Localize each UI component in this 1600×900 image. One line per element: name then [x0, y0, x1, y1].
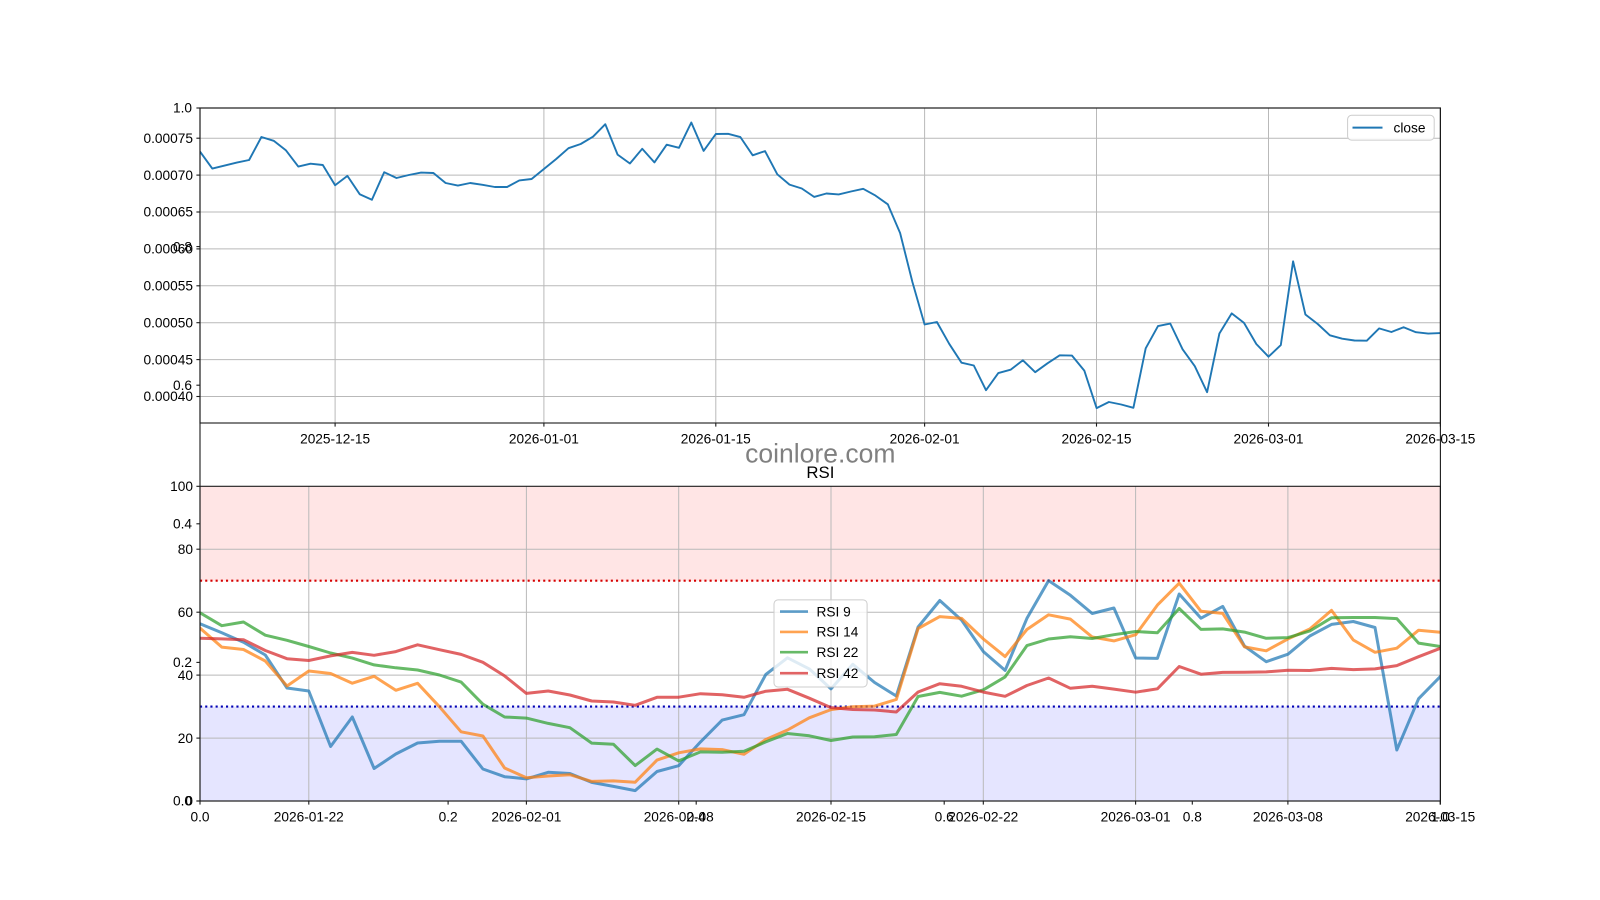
svg-text:2026-02-08: 2026-02-08 — [644, 810, 714, 825]
svg-text:2025-12-15: 2025-12-15 — [300, 432, 370, 447]
svg-text:0.4: 0.4 — [687, 810, 706, 825]
svg-text:60: 60 — [178, 605, 194, 620]
svg-text:1.0: 1.0 — [1431, 810, 1450, 825]
svg-text:2026-03-15: 2026-03-15 — [1405, 810, 1475, 825]
svg-text:0.4: 0.4 — [173, 517, 192, 532]
svg-text:2026-02-01: 2026-02-01 — [491, 810, 561, 825]
svg-text:2026-01-01: 2026-01-01 — [509, 432, 579, 447]
svg-text:0.00075: 0.00075 — [144, 131, 194, 146]
svg-text:RSI: RSI — [806, 463, 834, 482]
svg-text:20: 20 — [178, 731, 194, 746]
svg-text:0.00040: 0.00040 — [144, 389, 194, 404]
svg-text:RSI 22: RSI 22 — [817, 645, 859, 660]
svg-text:2026-03-08: 2026-03-08 — [1253, 810, 1323, 825]
svg-text:100: 100 — [170, 479, 193, 494]
svg-text:2026-02-15: 2026-02-15 — [1061, 432, 1131, 447]
svg-text:2026-01-15: 2026-01-15 — [681, 432, 751, 447]
svg-text:0: 0 — [185, 794, 193, 809]
svg-text:RSI 9: RSI 9 — [817, 604, 851, 619]
svg-text:coinlore.com: coinlore.com — [745, 438, 895, 468]
svg-text:0.2: 0.2 — [439, 810, 458, 825]
svg-text:close: close — [1394, 120, 1426, 135]
svg-text:2026-02-22: 2026-02-22 — [948, 810, 1018, 825]
svg-text:0.8: 0.8 — [173, 239, 192, 254]
svg-text:2026-03-01: 2026-03-01 — [1101, 810, 1171, 825]
svg-text:0.0: 0.0 — [173, 794, 192, 809]
svg-text:0.0: 0.0 — [190, 810, 209, 825]
svg-text:RSI 14: RSI 14 — [817, 625, 859, 640]
svg-text:0.2: 0.2 — [173, 655, 192, 670]
svg-text:0.6: 0.6 — [173, 378, 192, 393]
svg-text:0.00070: 0.00070 — [144, 168, 194, 183]
svg-text:0.00045: 0.00045 — [144, 352, 194, 367]
svg-text:2026-01-22: 2026-01-22 — [274, 810, 344, 825]
svg-text:40: 40 — [178, 668, 194, 683]
svg-text:0.00050: 0.00050 — [144, 315, 194, 330]
svg-text:2026-02-15: 2026-02-15 — [796, 810, 866, 825]
svg-text:0.00060: 0.00060 — [144, 242, 194, 257]
svg-text:2026-02-01: 2026-02-01 — [890, 432, 960, 447]
svg-text:0.00055: 0.00055 — [144, 279, 194, 294]
svg-text:2026-03-01: 2026-03-01 — [1233, 432, 1303, 447]
svg-text:80: 80 — [178, 542, 194, 557]
svg-text:0.00065: 0.00065 — [144, 205, 194, 220]
svg-text:0.8: 0.8 — [1183, 810, 1202, 825]
svg-text:0.6: 0.6 — [935, 810, 954, 825]
svg-text:RSI 42: RSI 42 — [817, 666, 859, 681]
svg-text:1.0: 1.0 — [173, 101, 192, 116]
